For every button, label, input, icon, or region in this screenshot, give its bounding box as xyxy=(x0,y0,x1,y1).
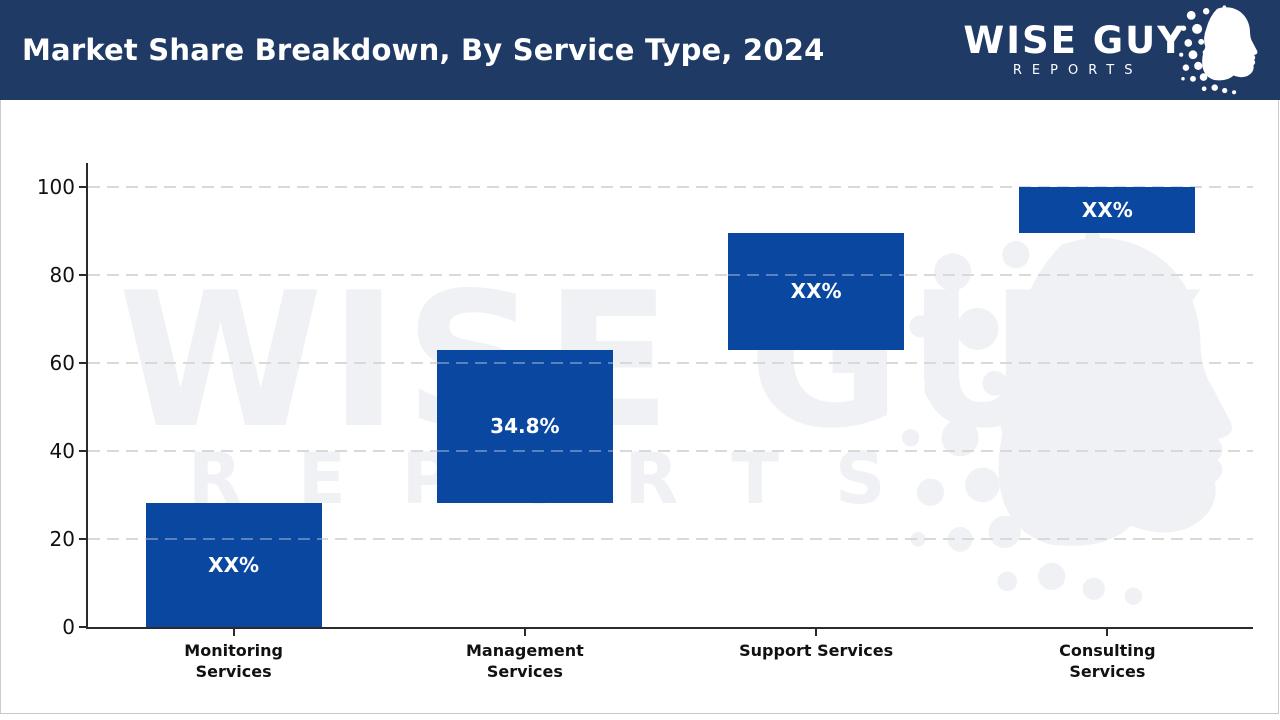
x-tick-label-4: Consulting Services xyxy=(997,640,1217,682)
x-tick-label-3: Support Services xyxy=(706,640,926,661)
x-tick-label-line: Services xyxy=(1069,662,1146,681)
gridline-40 xyxy=(88,450,1253,452)
x-axis-spine xyxy=(86,627,1253,629)
watermark-text-wiseguy: WISE GUY xyxy=(118,252,1205,469)
x-tick-mark-3 xyxy=(815,627,818,636)
y-tick-label-0: 0 xyxy=(62,615,75,639)
gridline-over-bar xyxy=(728,273,905,276)
x-tick-label-line: Support Services xyxy=(739,641,894,660)
gridline-80 xyxy=(88,274,1253,276)
y-axis-spine xyxy=(86,163,88,629)
header: Market Share Breakdown, By Service Type,… xyxy=(0,0,1280,100)
bar-3: XX% xyxy=(728,233,905,350)
gridline-over-bar xyxy=(436,449,613,452)
y-tick-mark-40 xyxy=(79,450,88,452)
x-tick-label-1: Monitoring Services xyxy=(124,640,344,682)
logo-text: WISE GUY REPORTS xyxy=(963,22,1186,78)
gridline-60 xyxy=(88,362,1253,364)
bar-value-label: XX% xyxy=(790,279,842,304)
x-tick-label-line: Services xyxy=(486,662,563,681)
bar-2: 34.8% xyxy=(436,349,613,503)
watermark-head-icon xyxy=(901,229,1232,605)
logo-wordmark: WISE GUY xyxy=(963,19,1186,62)
y-tick-mark-80 xyxy=(79,274,88,276)
x-tick-label-line: Monitoring xyxy=(184,641,283,660)
x-tick-mark-4 xyxy=(1106,627,1109,636)
y-tick-mark-0 xyxy=(79,626,88,628)
x-tick-mark-1 xyxy=(232,627,235,636)
x-tick-label-2: Management Services xyxy=(415,640,635,682)
x-tick-label-line: Consulting xyxy=(1059,641,1156,660)
x-tick-mark-2 xyxy=(523,627,526,636)
logo-subtitle: REPORTS xyxy=(1012,63,1143,78)
bar-value-label: XX% xyxy=(208,552,260,577)
bar-value-label: 34.8% xyxy=(490,414,560,439)
gridline-over-bar xyxy=(145,537,322,540)
gridline-100 xyxy=(88,186,1253,188)
x-tick-label-line: Services xyxy=(195,662,272,681)
y-tick-label-60: 60 xyxy=(49,351,75,375)
wise-guy-logo: WISE GUY REPORTS xyxy=(963,0,1270,100)
bar-value-label: XX% xyxy=(1081,198,1133,223)
y-tick-label-40: 40 xyxy=(49,439,75,463)
bar-4: XX% xyxy=(1019,187,1196,234)
gridline-over-bar xyxy=(436,361,613,364)
bar-1: XX% xyxy=(145,502,322,627)
y-tick-mark-60 xyxy=(79,362,88,364)
x-tick-label-line: Management xyxy=(465,641,584,660)
y-tick-label-100: 100 xyxy=(36,175,75,199)
y-tick-mark-100 xyxy=(79,186,88,188)
y-tick-label-80: 80 xyxy=(49,263,75,287)
y-tick-mark-20 xyxy=(79,538,88,540)
gridline-20 xyxy=(88,538,1253,540)
page-title: Market Share Breakdown, By Service Type,… xyxy=(22,33,825,67)
y-tick-label-20: 20 xyxy=(49,527,75,551)
